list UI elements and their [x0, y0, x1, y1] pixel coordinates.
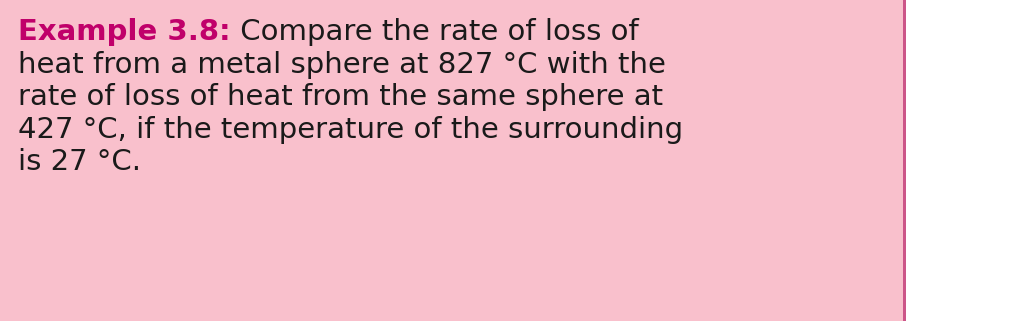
- Text: Compare the rate of loss of: Compare the rate of loss of: [230, 18, 638, 46]
- Text: 427 °C, if the temperature of the surrounding: 427 °C, if the temperature of the surrou…: [18, 116, 683, 144]
- FancyBboxPatch shape: [906, 0, 1024, 321]
- Text: is 27 °C.: is 27 °C.: [18, 148, 141, 176]
- Text: Example 3.8:: Example 3.8:: [18, 18, 230, 46]
- Bar: [903, 0, 906, 321]
- Text: rate of loss of heat from the same sphere at: rate of loss of heat from the same spher…: [18, 83, 664, 111]
- Text: heat from a metal sphere at 827 °C with the: heat from a metal sphere at 827 °C with …: [18, 50, 666, 79]
